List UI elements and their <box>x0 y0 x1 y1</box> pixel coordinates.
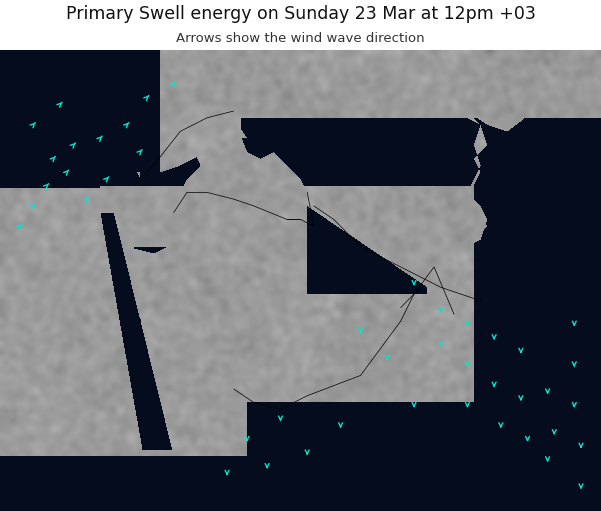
Text: Primary Swell energy on Sunday 23 Mar at 12pm +03: Primary Swell energy on Sunday 23 Mar at… <box>66 5 535 23</box>
Text: Arrows show the wind wave direction: Arrows show the wind wave direction <box>176 33 425 45</box>
